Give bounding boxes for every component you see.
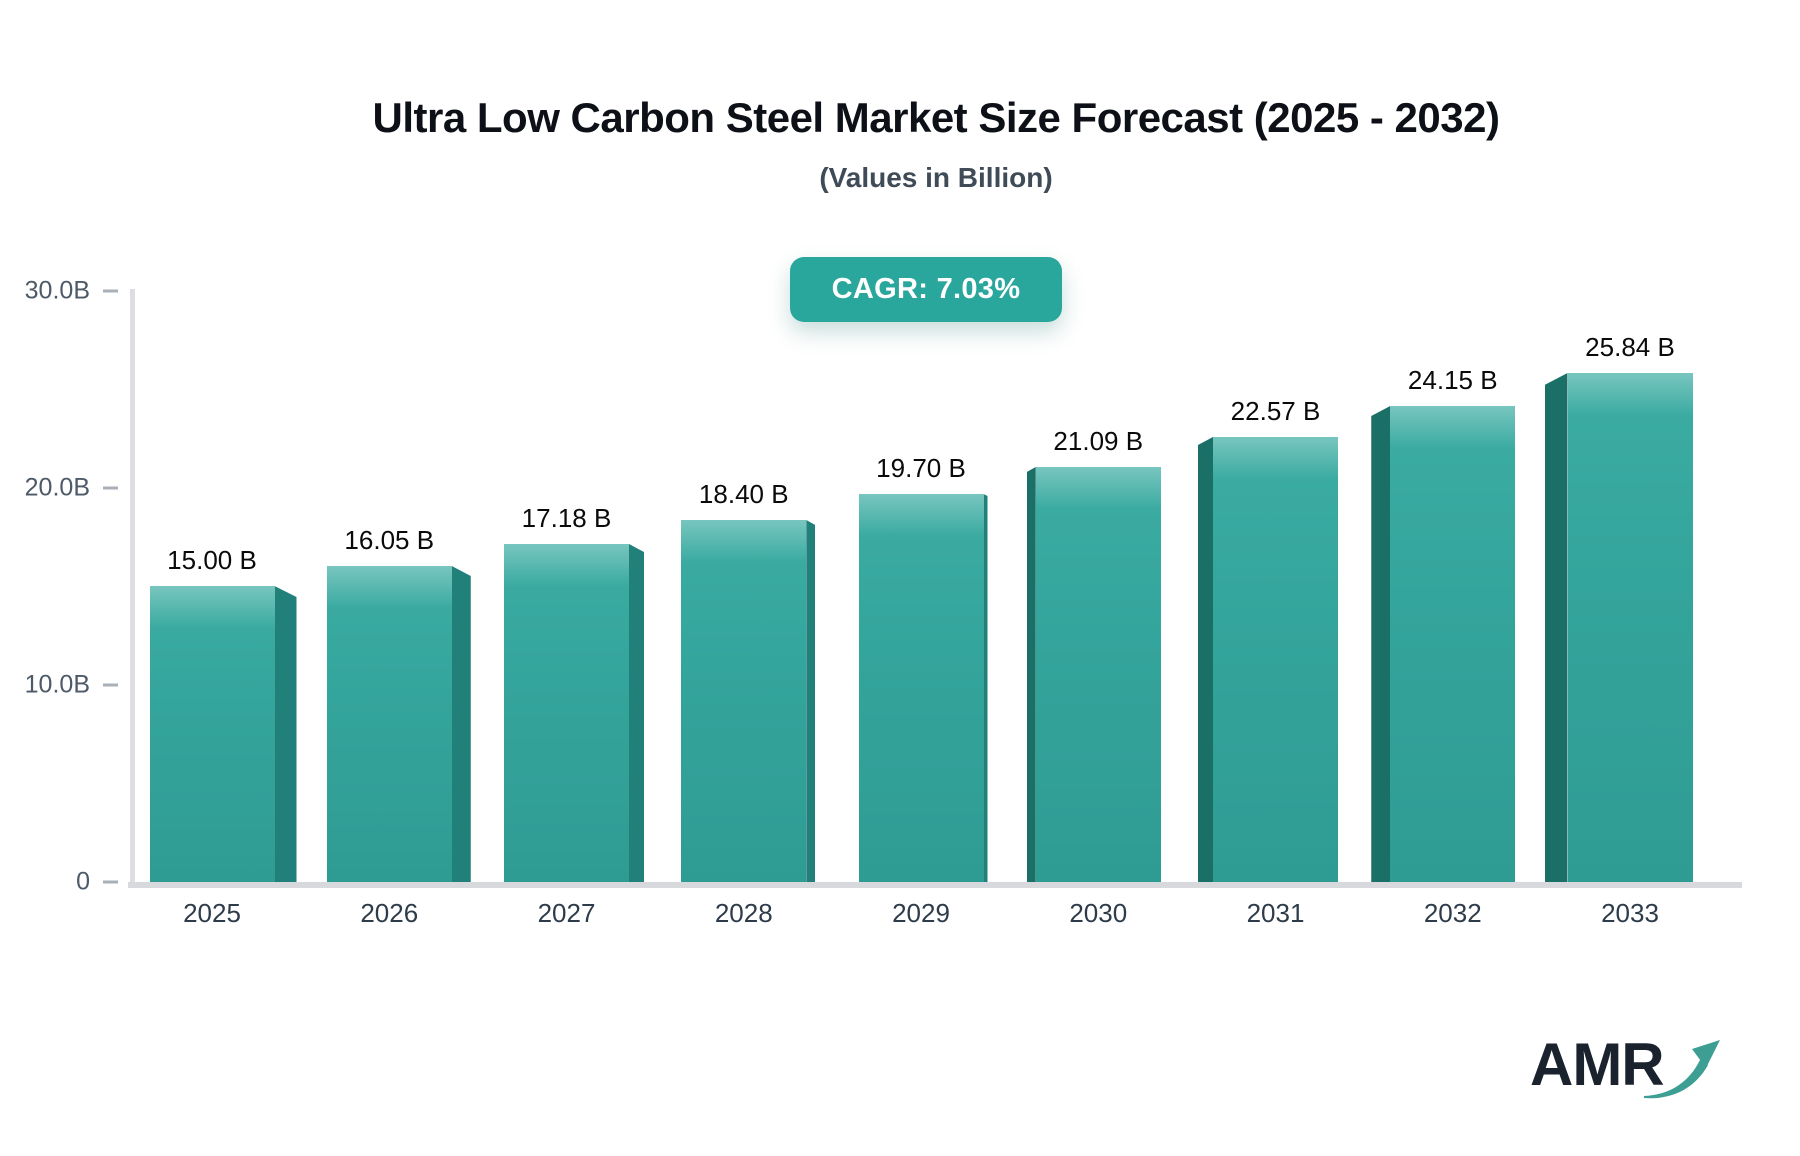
bar-side-face bbox=[983, 494, 988, 882]
bar-2030[interactable]: 21.09 B bbox=[1026, 426, 1161, 882]
cagr-badge: CAGR: 7.03% bbox=[790, 257, 1062, 322]
y-tick-label: 0 bbox=[76, 867, 90, 896]
amr-logo: AMR bbox=[1530, 1030, 1720, 1110]
bar-value-label: 24.15 B bbox=[1407, 365, 1498, 395]
bar-2031[interactable]: 22.57 B bbox=[1198, 396, 1338, 882]
x-axis-label-2033: 2033 bbox=[1601, 898, 1659, 928]
bar-2033[interactable]: 25.84 B bbox=[1544, 332, 1693, 882]
bar-2026[interactable]: 16.05 B bbox=[326, 525, 471, 882]
growth-arrow-icon bbox=[1644, 1040, 1720, 1099]
bar-top-highlight bbox=[149, 586, 275, 628]
bar-value-label: 18.40 B bbox=[698, 479, 789, 509]
chart-subtitle: (Values in Billion) bbox=[819, 162, 1053, 193]
y-axis-line bbox=[130, 289, 135, 888]
x-axis-label-2031: 2031 bbox=[1246, 898, 1305, 928]
x-axis-label-2026: 2026 bbox=[360, 898, 419, 928]
bar-front-face bbox=[1390, 406, 1516, 882]
bar-side-face bbox=[1544, 373, 1568, 882]
x-axis-label-2032: 2032 bbox=[1423, 898, 1482, 928]
bar-side-face bbox=[274, 586, 297, 882]
x-axis-line bbox=[128, 882, 1742, 888]
bar-top-highlight bbox=[1035, 467, 1161, 509]
chart-title: Ultra Low Carbon Steel Market Size Forec… bbox=[372, 94, 1500, 141]
bar-top-highlight bbox=[1213, 437, 1338, 479]
x-axis-label-2027: 2027 bbox=[537, 898, 596, 928]
bar-top-highlight bbox=[326, 566, 452, 608]
x-axis-label-2028: 2028 bbox=[714, 898, 773, 928]
x-axis-label-2029: 2029 bbox=[892, 898, 950, 928]
bar-side-face bbox=[1371, 406, 1391, 882]
y-tick-label: 20.0B bbox=[24, 473, 90, 502]
bar-2029[interactable]: 19.70 B bbox=[858, 453, 988, 882]
y-tick-mark bbox=[103, 880, 118, 884]
y-tick-mark bbox=[103, 486, 118, 490]
bar-side-face bbox=[629, 544, 644, 882]
x-axis-label-2025: 2025 bbox=[183, 898, 241, 928]
bar-2032[interactable]: 24.15 B bbox=[1371, 365, 1516, 882]
bar-top-highlight bbox=[1390, 406, 1516, 448]
bar-top-highlight bbox=[504, 544, 629, 586]
bar-front-face bbox=[1567, 373, 1693, 882]
bar-front-face bbox=[326, 566, 452, 882]
y-tick-label: 10.0B bbox=[24, 670, 90, 699]
bar-value-label: 16.05 B bbox=[344, 525, 435, 555]
bar-side-face bbox=[451, 566, 471, 882]
bar-side-face bbox=[1026, 467, 1036, 882]
bar-value-label: 25.84 B bbox=[1585, 332, 1675, 362]
bar-side-face bbox=[1198, 437, 1213, 882]
bar-top-highlight bbox=[681, 520, 807, 562]
bar-side-face bbox=[806, 520, 816, 882]
bar-front-face bbox=[1213, 437, 1338, 882]
bar-front-face bbox=[858, 494, 984, 882]
bar-value-label: 21.09 B bbox=[1053, 426, 1144, 456]
bar-front-face bbox=[681, 520, 807, 882]
cagr-badge-label: CAGR: 7.03% bbox=[831, 273, 1021, 305]
bar-front-face bbox=[149, 586, 275, 882]
bar-2027[interactable]: 17.18 B bbox=[504, 503, 644, 882]
y-tick-mark bbox=[103, 683, 118, 687]
x-axis-label-2030: 2030 bbox=[1069, 898, 1128, 928]
bar-front-face bbox=[504, 544, 629, 882]
bar-front-face bbox=[1035, 467, 1161, 882]
bar-top-highlight bbox=[858, 494, 984, 536]
bar-top-highlight bbox=[1567, 373, 1693, 415]
bar-value-label: 19.70 B bbox=[876, 453, 966, 483]
bar-value-label: 15.00 B bbox=[167, 545, 257, 575]
y-tick-mark bbox=[103, 289, 118, 293]
y-tick-label: 30.0B bbox=[24, 276, 90, 305]
bar-value-label: 22.57 B bbox=[1230, 396, 1321, 426]
bar-2028[interactable]: 18.40 B bbox=[681, 479, 816, 882]
bar-value-label: 17.18 B bbox=[521, 503, 612, 533]
bar-2025[interactable]: 15.00 B bbox=[149, 545, 297, 882]
amr-logo-text: AMR bbox=[1530, 1031, 1665, 1098]
